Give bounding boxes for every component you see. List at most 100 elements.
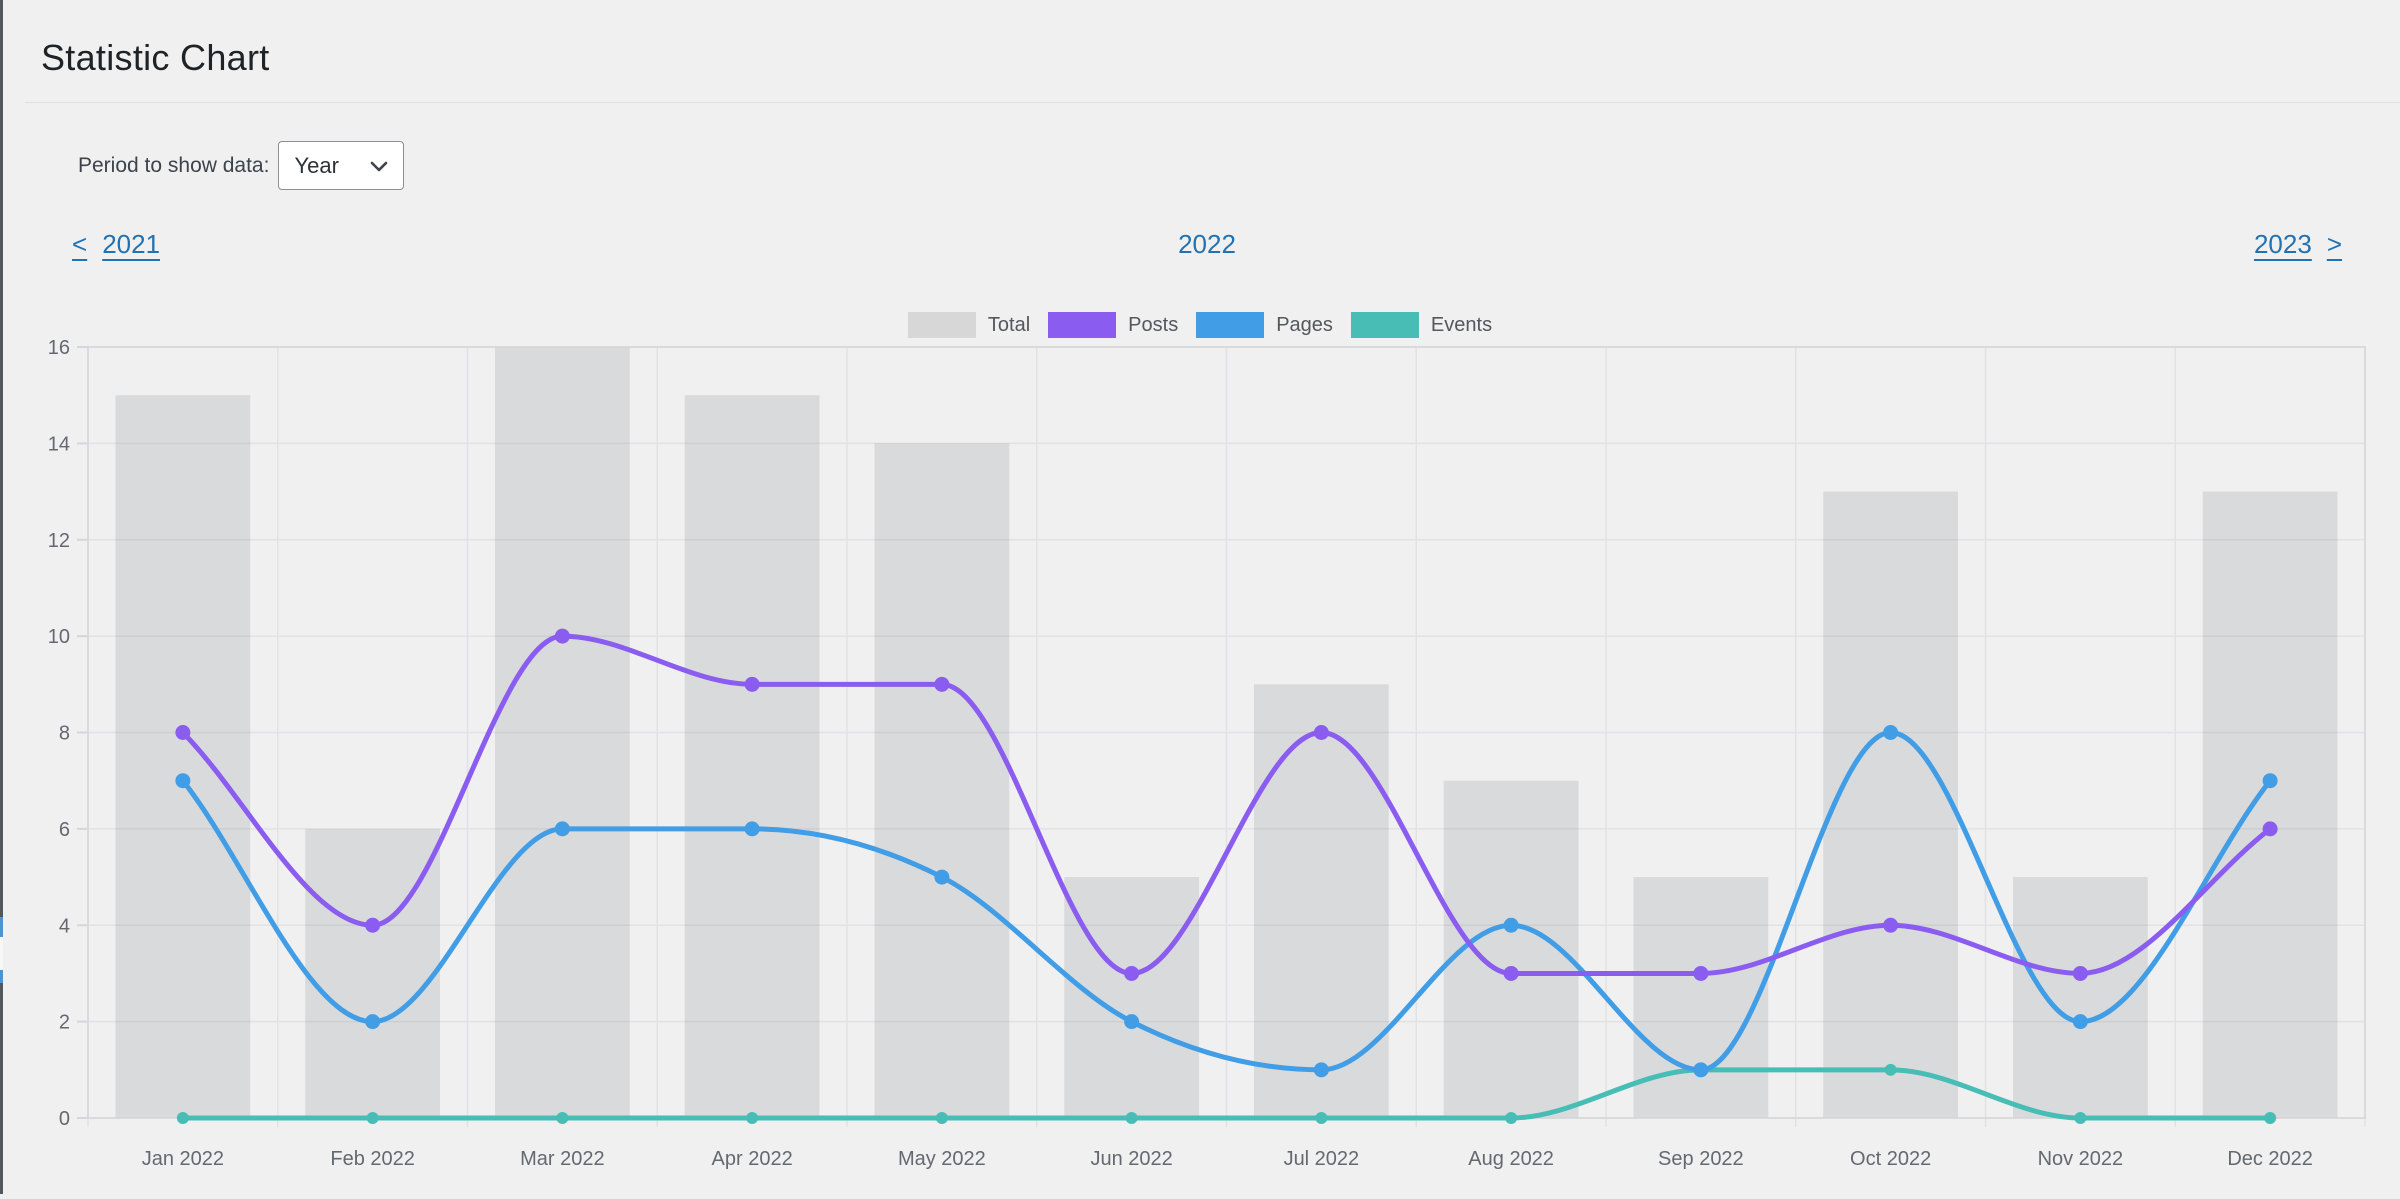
x-axis-label: May 2022 [898,1148,986,1170]
data-point-posts [365,917,381,933]
bar [495,347,630,1118]
data-point-events [1125,1112,1138,1124]
y-axis-label: 14 [48,433,70,455]
series-posts [175,628,2278,981]
data-point-pages [175,773,191,789]
period-select-value: Year [294,152,339,178]
data-point-posts [175,725,191,740]
next-year-link[interactable]: 2023 [2253,228,2312,259]
data-point-events [556,1112,569,1124]
statistic-chart-canvas: 0 2 4 6 8 10 12 14 16 Jan 2022 Feb 2022 Mar 2022 Apr… [48,337,2366,1170]
series-pages [175,725,2278,1078]
legend-label: Pages [1276,313,1333,336]
data-point-posts [2072,965,2088,981]
bar [1443,780,1579,1118]
bar [1064,877,1199,1118]
data-point-pages [2072,1014,2088,1030]
x-axis-label: Sep 2022 [1658,1148,1744,1170]
y-axis-label: 8 [59,723,70,745]
data-point-posts [1883,917,1899,933]
data-point-posts [1124,965,1140,981]
x-axis-label: Mar 2022 [520,1148,605,1170]
legend-item-posts[interactable]: Posts [1048,312,1178,338]
period-label: Period to show data: [78,153,270,177]
next-year-group: 2023 > [2254,229,2342,260]
data-point-posts [2262,821,2278,837]
window-edge-highlight [0,937,3,970]
chart-legend: Total Posts Pages Events [0,311,2400,339]
bar [115,395,251,1118]
data-point-posts [554,628,570,644]
y-axis-label: 2 [59,1012,70,1034]
legend-swatch-events [1350,312,1419,338]
x-axis-label: Feb 2022 [330,1148,415,1170]
legend-swatch-pages [1196,312,1265,338]
bar [305,828,440,1118]
legend-item-events[interactable]: Events [1350,312,1493,338]
bar [1254,684,1389,1118]
data-point-pages [1313,1062,1329,1078]
bar [684,395,820,1118]
chevron-down-icon [371,161,388,171]
y-axis-label: 10 [48,626,70,648]
x-axis-label: Aug 2022 [1468,1148,1554,1170]
chart-area: 0 2 4 6 8 10 12 14 16 Jan 2022 Feb 2022 Mar 2022 Apr… [0,330,2400,1194]
y-axis-label: 6 [59,819,70,841]
data-point-events [2074,1112,2087,1124]
data-point-pages [1883,725,1899,740]
legend-label: Total [987,313,1031,336]
data-point-posts [1313,725,1329,740]
window-edge-accent-bottom [0,970,3,983]
prev-year-link[interactable]: 2021 [102,228,161,259]
data-point-events [2264,1112,2277,1124]
page-title: Statistic Chart [41,37,270,78]
data-point-pages [554,821,570,837]
data-point-pages [1693,1062,1709,1078]
data-point-posts [1693,965,1709,981]
bar [2202,491,2338,1118]
bar [874,443,1010,1118]
series-line-pages [180,730,2273,1073]
period-select[interactable]: Year [278,141,405,190]
x-axis-label: Oct 2022 [1850,1148,1931,1170]
y-axis-label: 16 [48,337,70,359]
x-axis-label: Nov 2022 [2038,1148,2124,1170]
legend-swatch-posts [1048,312,1117,338]
data-point-pages [744,821,760,837]
y-axis-label: 4 [59,915,70,937]
bar [1633,877,1769,1118]
data-point-events [1505,1112,1518,1124]
data-point-pages [934,869,950,885]
period-control-row: Period to show data: Year [78,141,405,190]
next-year-arrow-link[interactable]: > [2326,228,2342,259]
data-point-events [1315,1112,1328,1124]
data-point-events [746,1112,759,1124]
data-point-pages [1503,917,1519,933]
data-point-pages [365,1014,381,1030]
x-axis-label: Dec 2022 [2227,1148,2313,1170]
legend-swatch-total [907,312,976,338]
x-axis-label: Jul 2022 [1284,1148,1360,1170]
y-axis-label: 0 [59,1108,70,1130]
x-axis-label: Jan 2022 [142,1148,224,1170]
prev-year-arrow-link[interactable]: < [72,228,88,259]
legend-label: Posts [1128,313,1179,336]
current-year-group: 2022 [160,229,2254,260]
data-point-posts [1503,965,1519,981]
legend-item-pages[interactable]: Pages [1196,312,1333,338]
legend-label: Events [1430,313,1493,336]
x-axis-label: Jun 2022 [1090,1148,1172,1170]
data-point-events [176,1112,189,1124]
series-line-events [180,1067,2273,1121]
data-point-pages [2262,773,2278,789]
current-year-label: 2022 [1178,228,1236,259]
title-divider [25,102,2400,103]
x-axis-label: Apr 2022 [712,1148,793,1170]
data-point-events [935,1112,948,1124]
prev-year-group: < 2021 [72,229,160,260]
data-point-events [1884,1063,1897,1076]
legend-item-total[interactable]: Total [907,312,1031,338]
data-point-events [366,1112,379,1124]
window-edge-accent-top [0,917,3,937]
data-point-posts [934,676,950,692]
